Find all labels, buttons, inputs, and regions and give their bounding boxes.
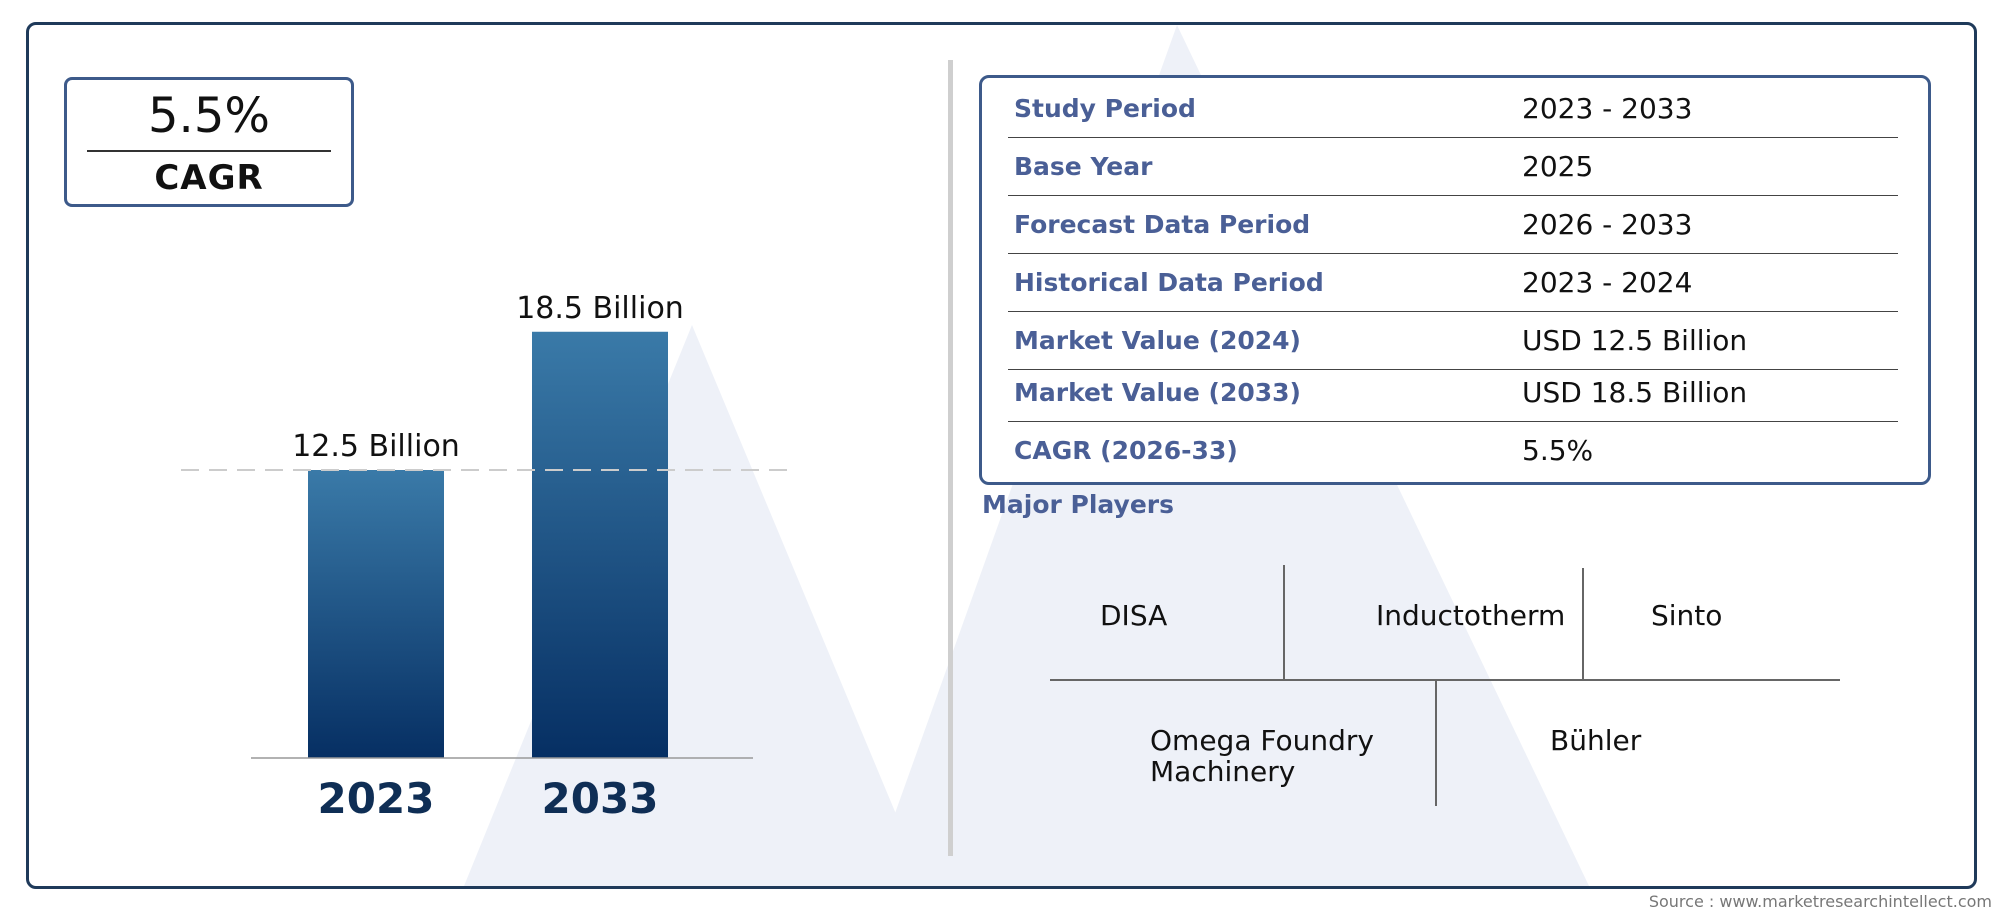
info-row: Market Value (2024) USD 12.5 Billion (1008, 312, 1898, 370)
market-info-table: Study Period 2023 - 2033 Base Year 2025 … (979, 75, 1931, 485)
infographic-frame: 5.5% CAGR 12.5 Billion 2023 18.5 Billion 20… (26, 22, 1977, 889)
vertical-divider (948, 60, 953, 856)
player-name: Sinto (1651, 599, 1723, 632)
info-key: Study Period (1014, 94, 1196, 123)
info-row: Historical Data Period 2023 - 2024 (1008, 254, 1898, 312)
info-row: Forecast Data Period 2026 - 2033 (1008, 196, 1898, 254)
player-name: DISA (1100, 599, 1168, 632)
bar-2023 (308, 470, 444, 758)
info-key: Market Value (2024) (1014, 326, 1301, 355)
info-row: Base Year 2025 (1008, 138, 1898, 196)
info-row: CAGR (2026-33) 5.5% (1008, 422, 1898, 479)
info-value: 2023 - 2024 (1522, 266, 1693, 299)
bar-chart: 12.5 Billion 2023 18.5 Billion 2033 (181, 291, 791, 823)
info-value: 2023 - 2033 (1522, 92, 1693, 125)
info-row: Market Value (2033) USD 18.5 Billion (1008, 364, 1898, 422)
info-key: CAGR (2026-33) (1014, 436, 1238, 465)
player-name: Omega Foundry Machinery (1150, 724, 1374, 788)
category-label: 2033 (542, 774, 659, 823)
cagr-box: 5.5% CAGR (64, 77, 354, 207)
info-value: 5.5% (1522, 434, 1594, 467)
bar-value-label: 18.5 Billion (516, 291, 684, 326)
bar-value-label: 12.5 Billion (292, 429, 460, 464)
info-value: 2025 (1522, 150, 1594, 183)
info-row: Study Period 2023 - 2033 (1008, 80, 1898, 138)
info-value: USD 12.5 Billion (1522, 324, 1748, 357)
info-key: Forecast Data Period (1014, 210, 1311, 239)
info-value: 2026 - 2033 (1522, 208, 1693, 241)
category-label: 2023 (318, 774, 435, 823)
player-name: Inductotherm (1376, 599, 1566, 632)
bar-2033 (532, 331, 668, 758)
source-credit: Source : www.marketresearchintellect.com (1648, 892, 1992, 911)
info-key: Historical Data Period (1014, 268, 1324, 297)
info-value: USD 18.5 Billion (1522, 376, 1748, 409)
player-name: Bühler (1550, 724, 1642, 757)
players-divider (1435, 680, 1437, 806)
players-divider (1283, 565, 1285, 680)
info-key: Base Year (1014, 152, 1153, 181)
cagr-label: CAGR (154, 158, 264, 198)
cagr-divider (87, 150, 331, 152)
players-divider (1582, 568, 1584, 680)
info-key: Market Value (2033) (1014, 378, 1301, 407)
players-divider (1050, 679, 1840, 681)
major-players-title: Major Players (982, 490, 1174, 519)
cagr-value: 5.5% (148, 88, 270, 144)
